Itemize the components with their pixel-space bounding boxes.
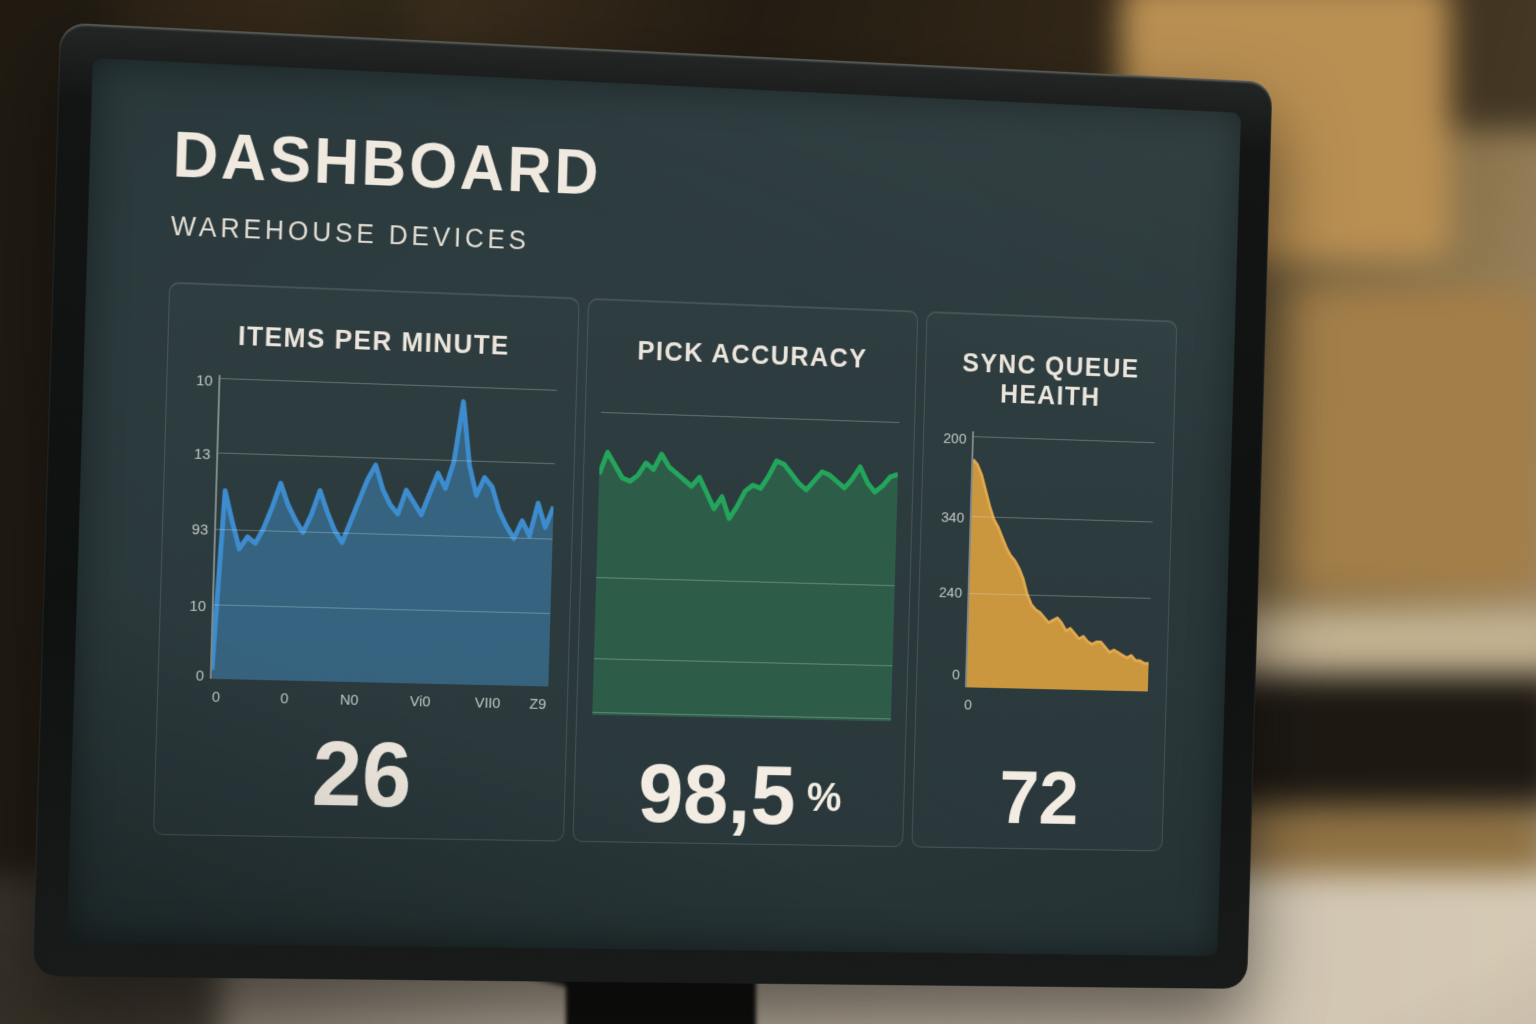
metric-value-number: 98,5	[636, 746, 797, 843]
card-pick-accuracy: PICK ACCURACY 98,5%	[572, 297, 919, 848]
background-box-right	[1290, 290, 1536, 590]
x-tick-label: Vi0	[409, 693, 431, 711]
card-items-per-minute: ITEMS PER MINUTE 10 13 93 10 0 0 0 N0 Vi0 VII0 Z9…	[152, 281, 580, 842]
card-sync-queue-health: SYNC QUEUE HEAITH 200 340 240 0 0 72	[911, 311, 1178, 852]
metric-value: 98,5%	[573, 744, 904, 846]
y-tick-label: 0	[195, 666, 205, 685]
y-tick-label: 10	[195, 371, 213, 390]
card-title: PICK ACCURACY	[637, 336, 868, 374]
y-tick-label: 13	[193, 444, 211, 463]
x-tick-label: 0	[211, 688, 221, 706]
x-tick-label: Z9	[529, 695, 547, 713]
y-tick-label: 340	[940, 509, 965, 527]
x-axis-labels: 0	[964, 691, 1148, 724]
monitor-bezel: DASHBOARD WAREHOUSE DEVICES ITEMS PER MI…	[31, 22, 1273, 989]
items-per-minute-chart	[209, 375, 557, 687]
metric-cards-row: ITEMS PER MINUTE 10 13 93 10 0 0 0 N0 Vi0 VII0 Z9…	[152, 281, 1178, 852]
pick-accuracy-chart	[592, 402, 899, 722]
y-tick-label: 240	[938, 583, 963, 601]
percent-suffix: %	[806, 773, 843, 820]
x-tick-label: 0	[964, 696, 973, 714]
dashboard-screen: DASHBOARD WAREHOUSE DEVICES ITEMS PER MI…	[66, 58, 1242, 957]
y-tick-label: 200	[943, 429, 967, 447]
monitor: DASHBOARD WAREHOUSE DEVICES ITEMS PER MI…	[31, 22, 1273, 989]
chart-row: 200 340 240 0	[926, 430, 1155, 692]
sync-queue-health-chart	[964, 431, 1155, 692]
metric-value: 26	[310, 723, 413, 827]
card-title: SYNC QUEUE HEAITH	[961, 348, 1140, 412]
x-tick-label: 0	[280, 690, 289, 708]
metric-value: 72	[997, 754, 1080, 841]
y-tick-label: 93	[191, 520, 209, 539]
y-tick-label: 0	[951, 665, 960, 683]
card-title: ITEMS PER MINUTE	[237, 321, 511, 361]
x-tick-label: N0	[339, 691, 359, 709]
x-axis-labels: 0 0 N0 Vi0 VII0 Z9	[209, 683, 548, 720]
x-tick-label: VII0	[474, 694, 501, 712]
chart-row: 10 13 93 10 0	[168, 371, 557, 687]
y-tick-label: 10	[189, 596, 207, 615]
